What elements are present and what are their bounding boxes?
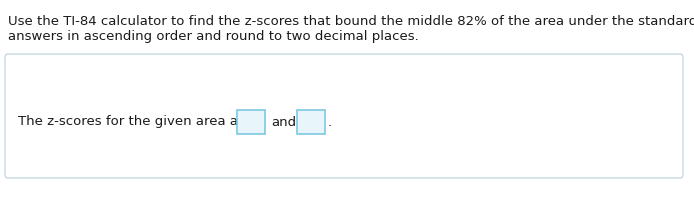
Bar: [237, 110, 265, 134]
FancyBboxPatch shape: [5, 54, 683, 178]
Bar: [297, 110, 325, 134]
Text: Use the TI-84 calculator to find the z-scores that bound the middle 82% of the a: Use the TI-84 calculator to find the z-s…: [8, 15, 694, 28]
Text: The z-scores for the given area are: The z-scores for the given area are: [18, 115, 251, 129]
Text: .: .: [328, 115, 332, 129]
Text: and: and: [271, 115, 296, 129]
Text: answers in ascending order and round to two decimal places.: answers in ascending order and round to …: [8, 30, 418, 43]
